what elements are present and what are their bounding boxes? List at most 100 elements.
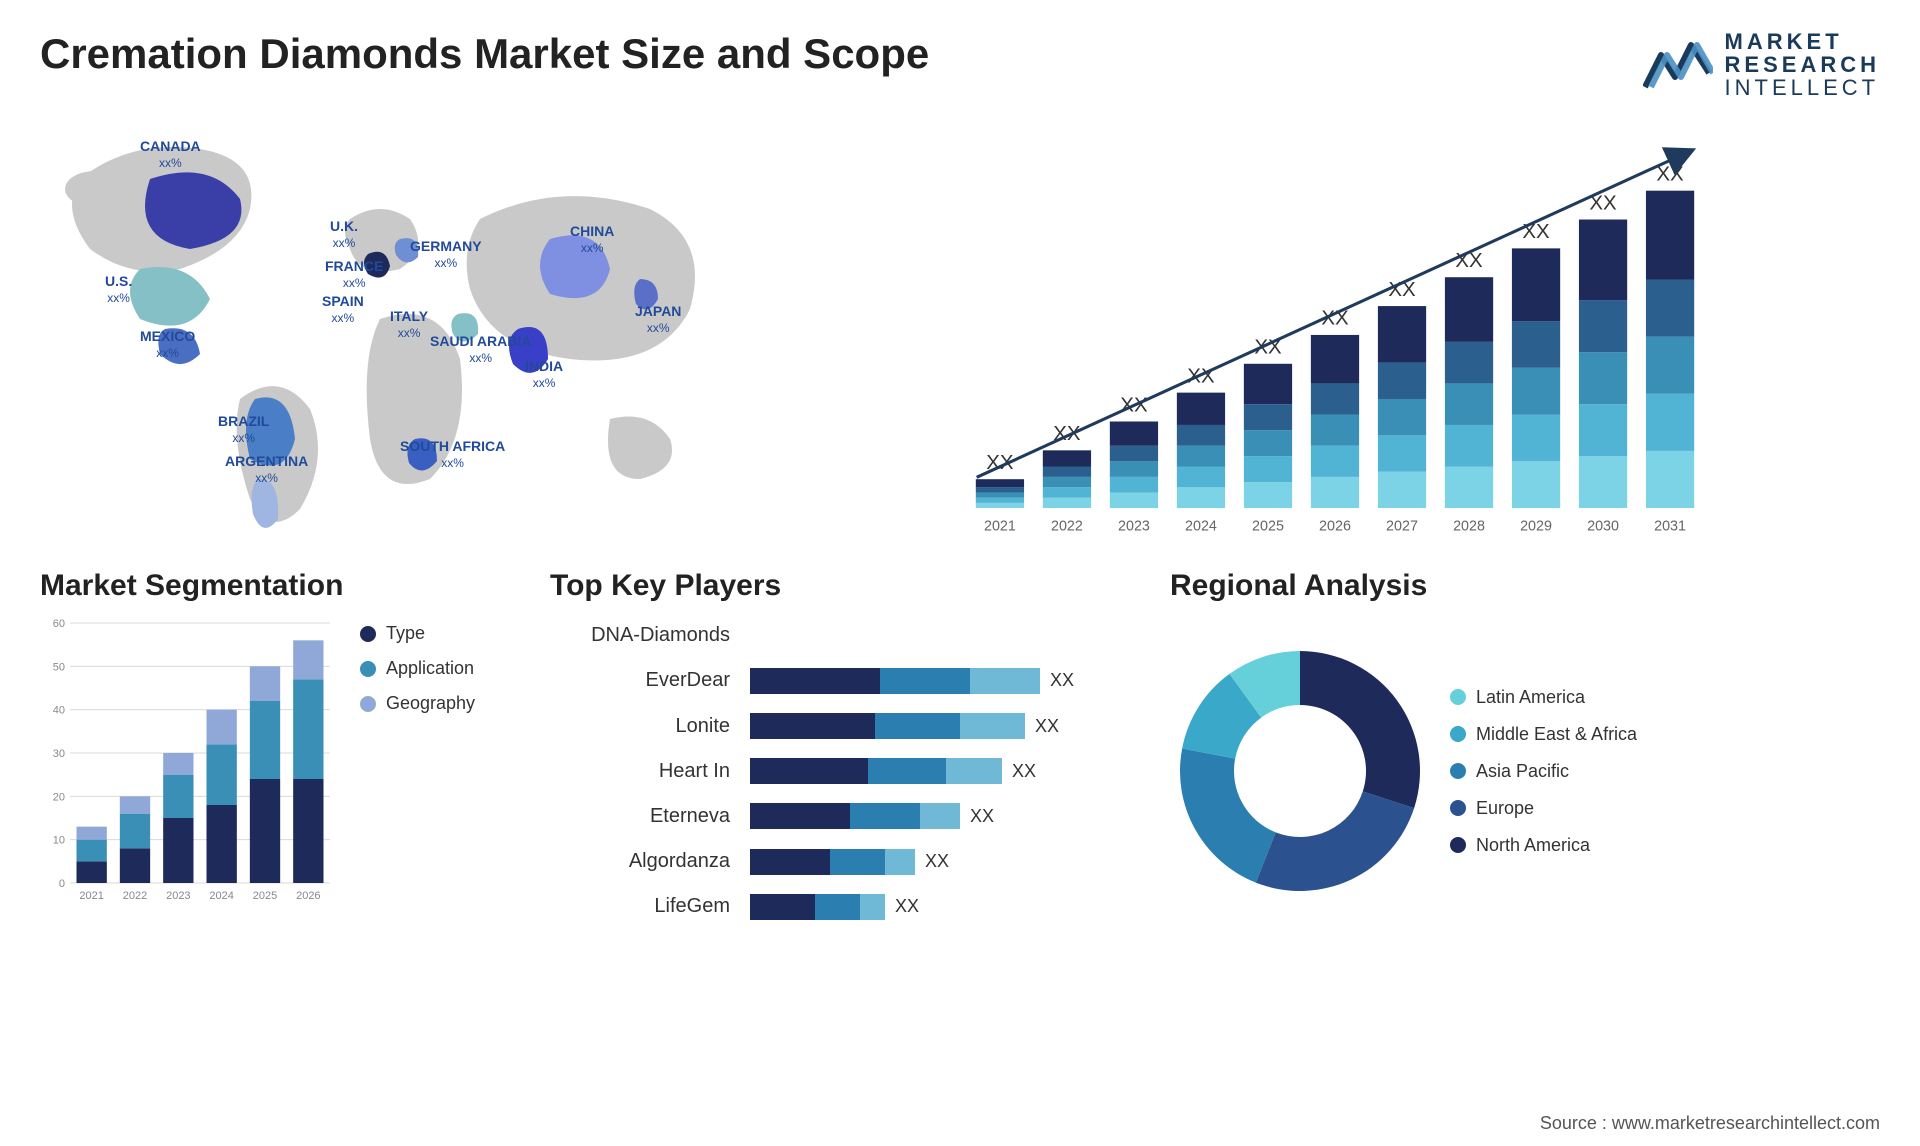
- segmentation-title: Market Segmentation: [40, 569, 520, 603]
- segmentation-panel: Market Segmentation 01020304050602021202…: [40, 569, 520, 929]
- svg-text:2026: 2026: [296, 890, 320, 902]
- forecast-bar-2028-seg4: [1445, 278, 1493, 343]
- forecast-bar-2021-seg0: [976, 503, 1024, 508]
- player-bar-seg: [946, 758, 1002, 784]
- donut-slice-asia-pacific: [1180, 749, 1276, 883]
- forecast-bar-2026-seg2: [1311, 415, 1359, 446]
- svg-text:2022: 2022: [123, 890, 147, 902]
- forecast-bar-2026-seg0: [1311, 477, 1359, 508]
- forecast-svg: XX2021XX2022XX2023XX2024XX2025XX2026XX20…: [790, 119, 1880, 549]
- map-label-italy: ITALYxx%: [390, 309, 428, 340]
- forecast-bar-2031-seg3: [1646, 280, 1694, 337]
- seg-bar-2023-geography: [163, 753, 193, 775]
- forecast-bar-2028-seg1: [1445, 425, 1493, 467]
- forecast-year-2030: 2030: [1587, 519, 1619, 535]
- svg-text:40: 40: [53, 705, 65, 717]
- regional-legend-middle-east-africa: Middle East & Africa: [1450, 724, 1637, 745]
- player-bar-seg: [830, 849, 885, 875]
- segmentation-chart: 0102030405060202120222023202420252026: [40, 613, 340, 913]
- forecast-bar-2027-seg0: [1378, 472, 1426, 508]
- svg-text:30: 30: [53, 748, 65, 760]
- forecast-bar-2030-seg4: [1579, 220, 1627, 301]
- seg-bar-2021-type: [77, 862, 107, 884]
- svg-text:20: 20: [53, 792, 65, 804]
- seg-bar-2025-application: [250, 701, 280, 779]
- player-value: XX: [925, 851, 949, 872]
- forecast-year-2027: 2027: [1386, 519, 1418, 535]
- forecast-year-2031: 2031: [1654, 519, 1686, 535]
- forecast-bar-2026-seg4: [1311, 335, 1359, 383]
- donut-slice-north-america: [1300, 651, 1420, 808]
- player-bar-seg: [860, 894, 885, 920]
- seg-bar-2023-application: [163, 775, 193, 818]
- forecast-bar-2031-seg1: [1646, 394, 1694, 451]
- forecast-bar-2024-seg0: [1177, 488, 1225, 509]
- forecast-bar-2027-seg2: [1378, 399, 1426, 435]
- player-value: XX: [970, 806, 994, 827]
- page-title: Cremation Diamonds Market Size and Scope: [40, 30, 929, 78]
- seg-bar-2025-type: [250, 779, 280, 883]
- forecast-bar-2029-seg4: [1512, 249, 1560, 322]
- seg-bar-2022-application: [120, 814, 150, 849]
- player-row-eterneva: XX: [750, 802, 1140, 830]
- map-label-germany: GERMANYxx%: [410, 239, 482, 270]
- forecast-bar-2021-seg4: [976, 479, 1024, 487]
- donut-slice-europe: [1256, 792, 1414, 892]
- seg-bar-2021-geography: [77, 827, 107, 840]
- forecast-year-2028: 2028: [1453, 519, 1485, 535]
- seg-bar-2024-type: [207, 805, 237, 883]
- forecast-bar-2028-seg0: [1445, 467, 1493, 509]
- regional-donut: [1170, 641, 1430, 901]
- player-name-eterneva: Eterneva: [550, 805, 730, 828]
- seg-bar-2026-geography: [293, 641, 323, 680]
- forecast-bar-2028-seg3: [1445, 342, 1493, 384]
- player-row-lonite: XX: [750, 712, 1140, 740]
- forecast-bar-2022-seg4: [1043, 451, 1091, 467]
- regional-legend-asia-pacific: Asia Pacific: [1450, 761, 1637, 782]
- map-label-canada: CANADAxx%: [140, 139, 201, 170]
- player-bar-seg: [750, 758, 868, 784]
- forecast-bar-2024-seg1: [1177, 467, 1225, 488]
- forecast-bar-2024-seg2: [1177, 446, 1225, 467]
- forecast-bar-2021-seg3: [976, 488, 1024, 493]
- seg-bar-2022-geography: [120, 797, 150, 814]
- player-name-lonite: Lonite: [550, 715, 730, 738]
- forecast-bar-2030-seg1: [1579, 404, 1627, 456]
- forecast-year-2029: 2029: [1520, 519, 1552, 535]
- players-bars: XXXXXXXXXXXX: [750, 613, 1140, 929]
- forecast-year-2026: 2026: [1319, 519, 1351, 535]
- forecast-bar-2022-seg0: [1043, 498, 1091, 508]
- map-label-japan: JAPANxx%: [635, 304, 681, 335]
- seg-bar-2024-geography: [207, 710, 237, 745]
- map-label-argentina: ARGENTINAxx%: [225, 454, 308, 485]
- player-name-heart-in: Heart In: [550, 760, 730, 783]
- forecast-bar-2022-seg2: [1043, 477, 1091, 487]
- forecast-bar-2024-seg4: [1177, 393, 1225, 425]
- map-label-u-s-: U.S.xx%: [105, 274, 132, 305]
- regional-legend-europe: Europe: [1450, 798, 1637, 819]
- forecast-bar-2027-seg4: [1378, 306, 1426, 363]
- player-value: XX: [1012, 761, 1036, 782]
- logo-mark-icon: [1643, 37, 1713, 92]
- player-bar-seg: [875, 713, 960, 739]
- svg-text:50: 50: [53, 662, 65, 674]
- forecast-bar-2030-seg2: [1579, 353, 1627, 405]
- map-label-brazil: BRAZILxx%: [218, 414, 269, 445]
- svg-text:2021: 2021: [79, 890, 103, 902]
- forecast-year-2024: 2024: [1185, 519, 1217, 535]
- forecast-bar-2026-seg3: [1311, 384, 1359, 415]
- map-label-spain: SPAINxx%: [322, 294, 364, 325]
- forecast-bar-2031-seg0: [1646, 451, 1694, 508]
- svg-text:2023: 2023: [166, 890, 190, 902]
- forecast-bar-2025-seg1: [1244, 456, 1292, 482]
- forecast-bar-2022-seg3: [1043, 467, 1091, 477]
- player-row-heart-in: XX: [750, 757, 1140, 785]
- player-name-algordanza: Algordanza: [550, 850, 730, 873]
- forecast-bar-2030-seg3: [1579, 301, 1627, 353]
- world-map: CANADAxx%U.S.xx%MEXICOxx%BRAZILxx%ARGENT…: [40, 119, 760, 549]
- player-name-everdear: EverDear: [550, 669, 730, 692]
- forecast-bar-2029-seg2: [1512, 368, 1560, 415]
- brand-logo: MARKET RESEARCH INTELLECT: [1643, 30, 1880, 99]
- segmentation-legend: TypeApplicationGeography: [360, 613, 475, 929]
- player-bar-seg: [880, 668, 970, 694]
